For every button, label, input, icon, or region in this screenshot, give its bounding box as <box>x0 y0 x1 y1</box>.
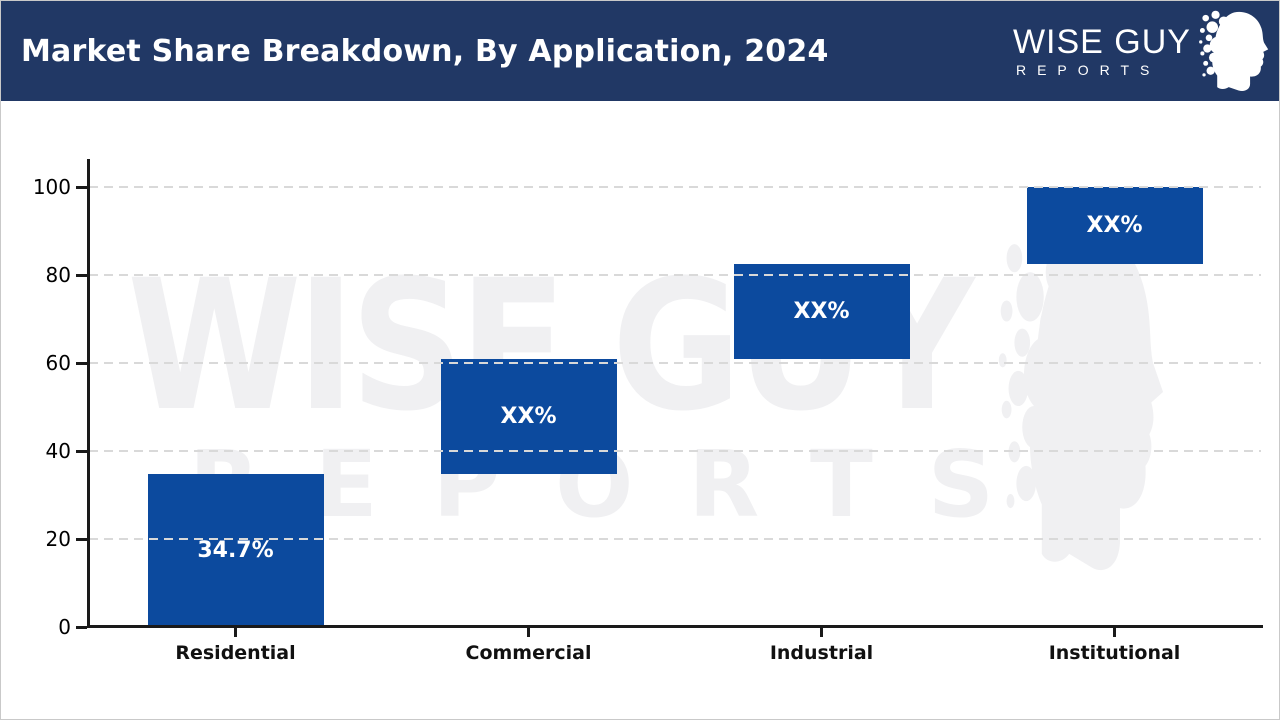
bar-value-label: 34.7% <box>197 538 274 564</box>
gridline <box>89 186 1261 188</box>
logo-head-icon <box>1195 9 1269 93</box>
header-bar: Market Share Breakdown, By Application, … <box>1 1 1279 101</box>
y-tick <box>76 361 87 365</box>
bar-value-label: XX% <box>793 298 850 324</box>
gridline <box>89 362 1261 364</box>
logo-text: WISE GUY REPORTS <box>1013 25 1191 77</box>
x-category-label: Commercial <box>465 642 592 664</box>
x-tick <box>234 628 237 637</box>
y-tick-label: 20 <box>45 527 71 551</box>
y-tick <box>76 625 87 629</box>
logo-subtext: REPORTS <box>1015 62 1161 78</box>
bar-value-label: XX% <box>1086 213 1143 238</box>
y-axis-line <box>87 159 90 628</box>
gridline <box>89 274 1261 276</box>
bar-residential: 34.7% <box>147 474 324 627</box>
logo-wordmark: WISE GUY <box>1012 23 1191 61</box>
x-category-label: Institutional <box>1048 642 1181 664</box>
x-tick <box>1113 628 1116 637</box>
y-tick-label: 100 <box>32 175 71 199</box>
x-tick <box>527 628 530 637</box>
bar-commercial: XX% <box>440 358 617 475</box>
x-category-label: Residential <box>175 642 296 664</box>
gridline <box>89 450 1261 452</box>
x-category-label: Industrial <box>769 642 874 664</box>
y-tick-label: 80 <box>45 263 71 287</box>
y-tick <box>76 273 87 277</box>
x-axis-line <box>87 625 1263 628</box>
bar-institutional: XX% <box>1026 187 1203 264</box>
y-tick <box>76 185 87 189</box>
bar-value-label: XX% <box>500 403 557 429</box>
y-tick-label: 40 <box>45 439 71 463</box>
bar-industrial: XX% <box>733 264 910 359</box>
y-tick-label: 0 <box>58 615 71 639</box>
chart-area: WISE GUY REPORTS 34.7% XX% XX% XX% Resident… <box>1 101 1279 719</box>
y-tick-label: 60 <box>45 351 71 375</box>
y-tick <box>76 537 87 541</box>
y-tick <box>76 449 87 453</box>
wiseguy-logo: WISE GUY REPORTS <box>1013 9 1269 93</box>
gridline <box>89 538 1261 540</box>
x-tick <box>820 628 823 637</box>
chart-title: Market Share Breakdown, By Application, … <box>21 33 829 69</box>
